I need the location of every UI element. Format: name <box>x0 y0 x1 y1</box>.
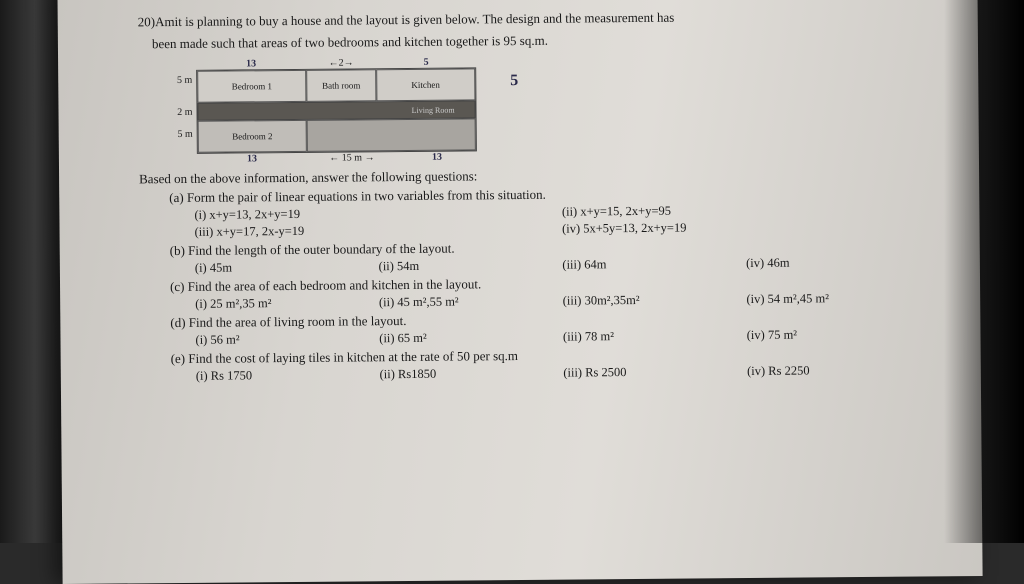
question-intro: 20)Amit is planning to buy a house and t… <box>138 6 928 31</box>
part-a-options: (i) x+y=13, 2x+y=19 (ii) x+y=15, 2x+y=95… <box>194 202 929 240</box>
opt-e-i: (i) Rs 1750 <box>196 368 380 385</box>
opt-c-iii: (iii) 30m²,35m² <box>563 292 747 309</box>
plan-row-1: Bedroom 1 Bath room Kitchen <box>197 69 475 103</box>
room-bedroom2: Bedroom 2 <box>198 120 307 153</box>
room-living-lower <box>307 119 476 152</box>
opt-b-iii: (iii) 64m <box>562 256 746 273</box>
opt-b-iv: (iv) 46m <box>746 255 930 272</box>
dim-bottom-right: 13 <box>397 152 477 164</box>
intro-line2: been made such that areas of two bedroom… <box>152 29 928 54</box>
dim-left-3: 5 m <box>169 129 193 140</box>
dim-top-a: 13 <box>196 58 306 70</box>
opt-a-iv: (iv) 5x+5y=13, 2x+y=19 <box>562 219 930 237</box>
dim-top-c: 5 <box>376 57 476 69</box>
dim-bottom-mid: ← 15 m → <box>307 152 397 164</box>
opt-d-iv: (iv) 75 m² <box>747 327 931 344</box>
room-bathroom: Bath room <box>306 70 376 103</box>
exam-paper: 20)Amit is planning to buy a house and t… <box>57 0 982 584</box>
opt-d-ii: (ii) 65 m² <box>379 330 563 347</box>
opt-a-i: (i) x+y=13, 2x+y=19 <box>194 205 562 223</box>
opt-d-i: (i) 56 m² <box>195 332 379 349</box>
question-number: 20) <box>138 14 155 29</box>
plan-row-2: Living Room <box>197 101 475 121</box>
dim-left-1: 5 m <box>168 75 192 86</box>
dim-top-b: ←2→ <box>306 58 376 70</box>
opt-c-iv: (iv) 54 m²,45 m² <box>746 291 930 308</box>
house-layout-diagram: 13 ←2→ 5 5 m 2 m 5 m Bedroom 1 Bath room… <box>168 56 509 165</box>
plan-row-3: Bedroom 2 <box>198 119 476 153</box>
bottom-dimensions: 13 ← 15 m → 13 <box>197 151 509 165</box>
opt-c-ii: (ii) 45 m²,55 m² <box>379 294 563 311</box>
opt-b-ii: (ii) 54m <box>379 258 563 275</box>
opt-e-ii: (ii) Rs1850 <box>380 366 564 383</box>
opt-a-ii: (ii) x+y=15, 2x+y=95 <box>562 202 930 220</box>
opt-c-i: (i) 25 m²,35 m² <box>195 296 379 313</box>
opt-d-iii: (iii) 78 m² <box>563 328 747 345</box>
room-living: Living Room <box>412 105 455 114</box>
dim-right-hand: 5 <box>510 72 518 90</box>
opt-e-iii: (iii) Rs 2500 <box>563 364 747 381</box>
opt-e-iv: (iv) Rs 2250 <box>747 363 931 380</box>
room-bedroom1: Bedroom 1 <box>197 70 306 103</box>
opt-a-iii: (iii) x+y=17, 2x-y=19 <box>195 222 563 240</box>
intro-line1: Amit is planning to buy a house and the … <box>155 10 674 30</box>
dim-bottom-left: 13 <box>197 153 307 165</box>
room-kitchen: Kitchen <box>376 69 476 102</box>
opt-b-i: (i) 45m <box>195 260 379 277</box>
dim-left-2: 2 m <box>168 107 192 118</box>
floor-plan: Bedroom 1 Bath room Kitchen Living Room … <box>196 68 477 154</box>
